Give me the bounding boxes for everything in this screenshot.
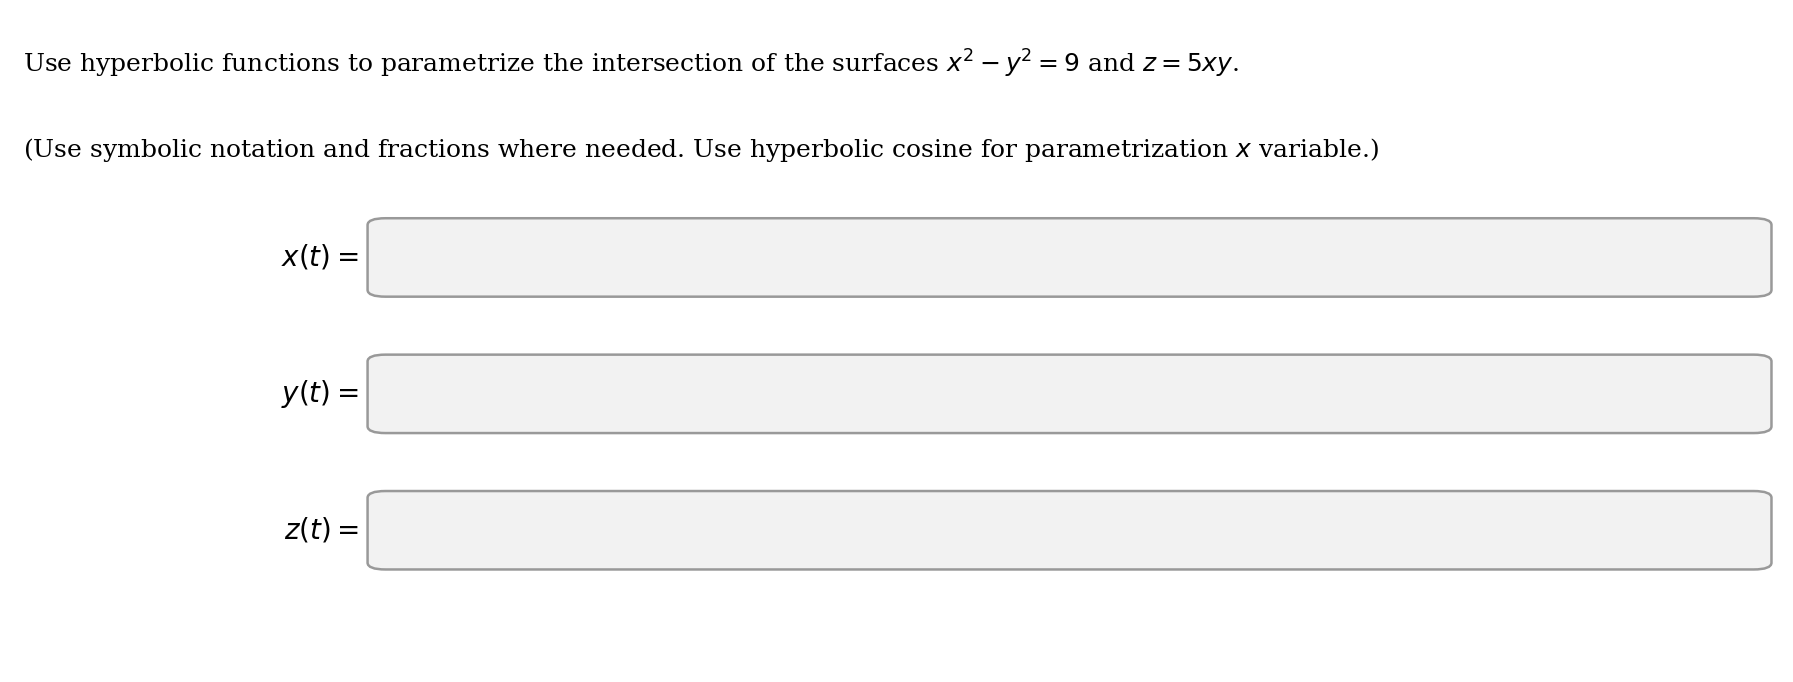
Text: $y(t) =$: $y(t) =$ <box>282 378 359 410</box>
Text: Use hyperbolic functions to parametrize the intersection of the surfaces $x^2 - : Use hyperbolic functions to parametrize … <box>23 48 1239 80</box>
FancyBboxPatch shape <box>368 218 1771 297</box>
Text: (Use symbolic notation and fractions where needed. Use hyperbolic cosine for par: (Use symbolic notation and fractions whe… <box>23 136 1379 164</box>
Text: $x(t) =$: $x(t) =$ <box>282 243 359 272</box>
FancyBboxPatch shape <box>368 355 1771 433</box>
FancyBboxPatch shape <box>368 491 1771 569</box>
Text: $z(t) =$: $z(t) =$ <box>283 516 359 545</box>
